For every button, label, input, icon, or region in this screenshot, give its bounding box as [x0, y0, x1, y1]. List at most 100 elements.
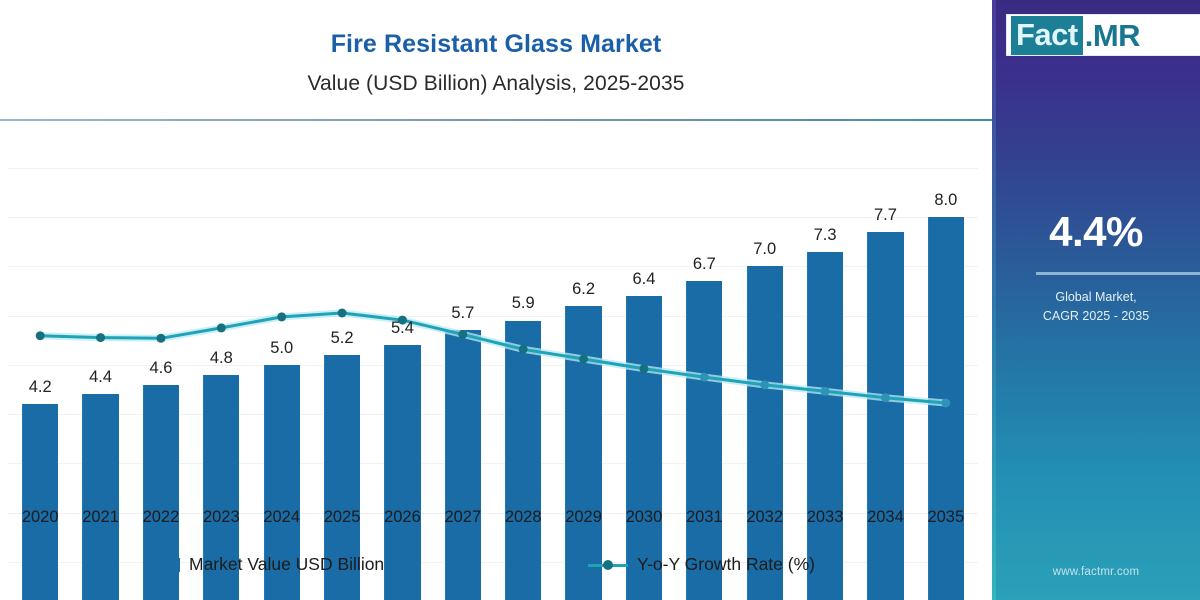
gridline: [8, 512, 978, 514]
cagr-divider: [1036, 272, 1200, 275]
bars-layer: [0, 128, 992, 600]
page-subtitle: Value (USD Billion) Analysis, 2025-2035: [307, 72, 685, 96]
bar[interactable]: [22, 404, 59, 600]
bar[interactable]: [625, 295, 663, 600]
page-title: Fire Resistant Glass Market: [330, 29, 662, 58]
bar-value-label: 5.4: [390, 319, 414, 338]
x-axis-tick: 2021: [82, 508, 119, 526]
plot-canvas: 4.2 4.4 4.6 4.8 5.0 5.2 5.4 5.7 5.9 6.2 6.4 6.7 7.0 7…: [0, 128, 992, 600]
x-axis-tick: 2025: [323, 508, 361, 526]
growth-line-marker[interactable]: [337, 308, 347, 318]
gridline: [8, 463, 978, 465]
growth-line-marker[interactable]: [277, 312, 287, 322]
bar-value-label: 6.7: [692, 255, 716, 274]
bar[interactable]: [384, 345, 421, 600]
x-axis-tick: 2031: [685, 508, 723, 526]
bar[interactable]: [806, 251, 844, 600]
x-axis-tick: 2022: [142, 508, 180, 526]
bar-value-label: 4.8: [209, 348, 233, 367]
bar-value-label: 5.0: [270, 338, 294, 357]
growth-line-marker[interactable]: [96, 333, 106, 343]
growth-line-marker[interactable]: [699, 372, 709, 382]
bar-value-label: 4.2: [28, 378, 52, 397]
bar-value-label: 5.7: [451, 304, 475, 323]
growth-line-marker[interactable]: [880, 393, 890, 403]
bar[interactable]: [263, 364, 300, 600]
growth-line-marker[interactable]: [518, 344, 528, 354]
logo-mr-text: .MR: [1084, 17, 1141, 53]
plot-area: 4.2 4.4 4.6 4.8 5.0 5.2 5.4 5.7 5.9 6.2 6.4 6.7 7.0 7…: [0, 120, 992, 600]
x-axis-tick: 2023: [202, 508, 240, 526]
x-axis-tick: 2020: [21, 508, 59, 526]
bar-value-label: 4.6: [149, 358, 173, 377]
bar-value-label: 5.2: [330, 328, 354, 347]
x-axis-tick: 2034: [867, 508, 904, 526]
bar-value-label: 4.4: [89, 368, 113, 387]
x-axis-tick: 2024: [263, 508, 301, 526]
gridline: [8, 414, 978, 416]
bar[interactable]: [686, 281, 723, 600]
cagr-value: 4.4%: [1049, 208, 1143, 255]
bar[interactable]: [323, 354, 361, 600]
bar[interactable]: [203, 374, 240, 600]
brand-sidebar: Fact .MR 4.4% Global Market, CAGR 2025 - …: [992, 0, 1200, 600]
bar-value-label: 6.4: [632, 269, 656, 288]
factmr-logo[interactable]: Fact .MR: [1006, 14, 1200, 56]
bar-value-label: 7.7: [873, 205, 897, 224]
growth-line-marker[interactable]: [156, 333, 166, 343]
growth-line-marker[interactable]: [35, 331, 45, 341]
legend-item-growth-rate[interactable]: Y-o-Y Growth Rate (%): [588, 554, 815, 575]
bar-value-label: 6.2: [572, 279, 596, 298]
bar[interactable]: [867, 231, 904, 600]
x-axis-tick: 2028: [504, 508, 542, 526]
x-axis-tick: 2030: [625, 508, 663, 526]
growth-line-marker[interactable]: [941, 398, 951, 408]
growth-line-marker[interactable]: [820, 386, 830, 396]
x-axis-tick: 2033: [806, 508, 844, 526]
chart-panel: Fire Resistant Glass Market Value (USD B…: [0, 0, 992, 600]
gridline: [8, 217, 978, 219]
header-divider: [0, 119, 992, 121]
legend-label-market-value: Market Value USD Billion: [189, 554, 385, 574]
growth-line-path: [38, 311, 948, 405]
x-axis-tick: 2026: [384, 508, 421, 526]
logo-fact-text: Fact: [1011, 15, 1083, 55]
x-axis-tick: 2029: [565, 508, 602, 526]
site-url: www.factmr.com: [1052, 566, 1140, 578]
bar[interactable]: [505, 320, 542, 600]
line-swatch-icon: [588, 558, 628, 572]
gridline: [8, 364, 978, 366]
bar-value-label: 5.9: [511, 294, 535, 313]
gridline: [8, 167, 978, 169]
gridline: [8, 561, 978, 563]
bar-value-label: 8.0: [934, 191, 958, 210]
bar-value-labels: 4.2 4.4 4.6 4.8 5.0 5.2 5.4 5.7 5.9 6.2 6.4 6.7 7.0 7…: [0, 128, 992, 600]
x-axis-tick: 2032: [746, 508, 784, 526]
growth-rate-line: [35, 308, 951, 408]
growth-line-marker[interactable]: [760, 380, 770, 390]
cagr-caption: Global Market, CAGR 2025 - 2035: [1042, 290, 1150, 324]
growth-line-marker[interactable]: [579, 354, 589, 364]
growth-line-marker[interactable]: [397, 315, 407, 325]
x-axis: 2020 2021 2022 2023 2024 2025 2026 2027 2028 2029…: [0, 502, 992, 544]
x-axis-tick: 2027: [444, 508, 482, 526]
x-axis-tick: 2035: [927, 508, 965, 526]
bar[interactable]: [746, 266, 783, 600]
sidebar-accent-bar: [992, 0, 996, 600]
gridline: [8, 315, 978, 317]
gridline: [8, 266, 978, 268]
bar-value-label: 7.0: [753, 240, 777, 259]
bar-swatch-icon: [148, 557, 180, 572]
bar[interactable]: [444, 330, 481, 600]
growth-line-marker[interactable]: [639, 364, 649, 374]
bar[interactable]: [927, 217, 964, 600]
legend-label-growth-rate: Y-o-Y Growth Rate (%): [637, 554, 815, 574]
chart-legend: Market Value USD Billion Y-o-Y Growth Ra…: [0, 544, 992, 600]
growth-line-marker[interactable]: [216, 323, 226, 333]
bar-value-label: 7.3: [813, 225, 837, 244]
bar[interactable]: [82, 394, 119, 600]
legend-item-market-value[interactable]: Market Value USD Billion: [148, 554, 384, 575]
chart-header: Fire Resistant Glass Market Value (USD B…: [0, 0, 992, 120]
growth-line-marker[interactable]: [458, 329, 468, 339]
